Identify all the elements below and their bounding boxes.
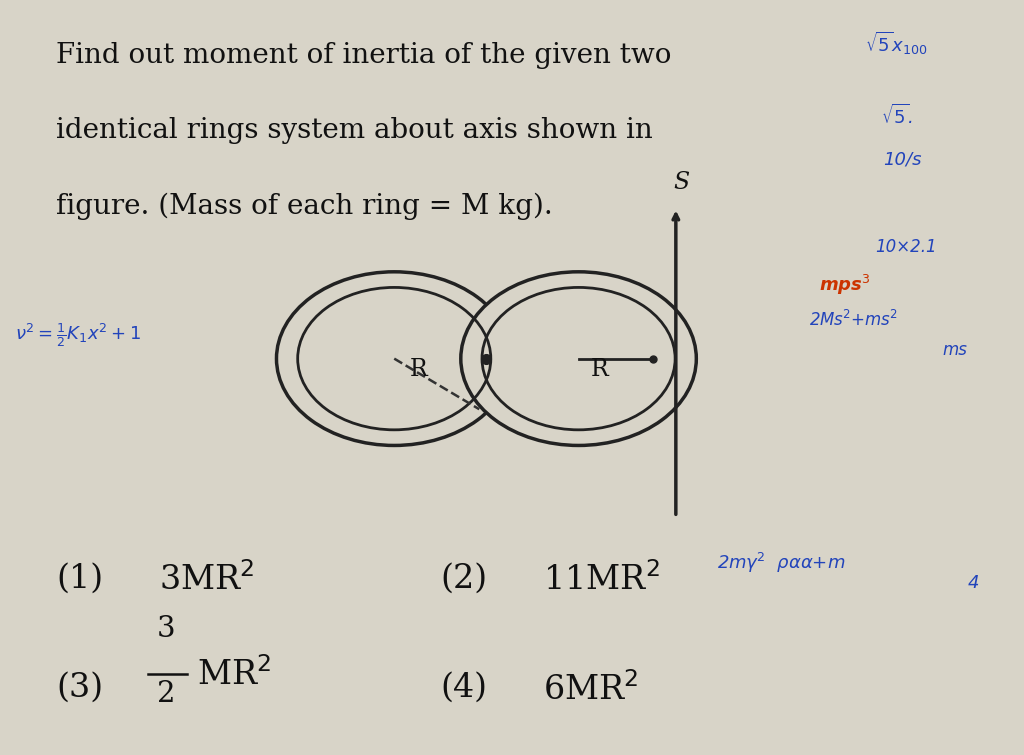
Text: (2): (2) xyxy=(440,562,487,594)
Circle shape xyxy=(276,272,512,445)
Text: S: S xyxy=(673,171,689,194)
Text: (4): (4) xyxy=(440,672,487,704)
Text: 10×2.1: 10×2.1 xyxy=(876,238,937,256)
Text: mps$^3$: mps$^3$ xyxy=(819,273,870,297)
Text: R: R xyxy=(591,359,608,381)
Text: 6MR$^2$: 6MR$^2$ xyxy=(543,672,638,707)
Text: MR$^2$: MR$^2$ xyxy=(197,657,271,692)
Text: 3MR$^2$: 3MR$^2$ xyxy=(159,562,254,597)
Text: (3): (3) xyxy=(56,672,103,704)
Text: 3: 3 xyxy=(157,615,175,643)
Text: identical rings system about axis shown in: identical rings system about axis shown … xyxy=(56,117,653,144)
Text: $\nu^2=\frac{1}{2}K_1x^2+1$: $\nu^2=\frac{1}{2}K_1x^2+1$ xyxy=(15,321,141,349)
Text: ms: ms xyxy=(942,341,967,359)
Text: R: R xyxy=(410,359,427,381)
Text: 2Ms$^2$+ms$^2$: 2Ms$^2$+ms$^2$ xyxy=(809,310,898,330)
Circle shape xyxy=(461,272,696,445)
Text: 2: 2 xyxy=(157,680,175,707)
Text: Find out moment of inertia of the given two: Find out moment of inertia of the given … xyxy=(56,42,672,69)
Text: 10/s: 10/s xyxy=(883,151,922,169)
Text: (1): (1) xyxy=(56,562,103,594)
Text: 11MR$^2$: 11MR$^2$ xyxy=(543,562,659,597)
Text: $\sqrt{5}$x$_{100}$: $\sqrt{5}$x$_{100}$ xyxy=(865,30,928,57)
Text: $\sqrt{5}$.: $\sqrt{5}$. xyxy=(881,104,912,128)
Text: 2m$\gamma$$^2$  $\rho\alpha\alpha$+m: 2m$\gamma$$^2$ $\rho\alpha\alpha$+m xyxy=(717,551,845,575)
Text: 4: 4 xyxy=(968,574,979,592)
Text: figure. (Mass of each ring = M kg).: figure. (Mass of each ring = M kg). xyxy=(56,193,553,220)
